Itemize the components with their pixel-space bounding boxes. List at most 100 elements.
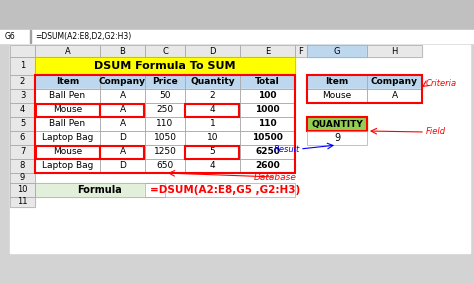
Text: Quantity: Quantity <box>190 78 235 87</box>
Bar <box>240 75 295 89</box>
Text: 2: 2 <box>20 78 25 87</box>
Bar <box>100 103 145 117</box>
Bar <box>100 159 145 173</box>
Bar <box>240 117 295 131</box>
Text: Item: Item <box>325 78 348 87</box>
Bar <box>145 45 185 57</box>
Text: Price: Price <box>152 78 178 87</box>
Bar <box>35 117 100 131</box>
Bar <box>10 173 35 183</box>
Text: Mouse: Mouse <box>53 147 82 156</box>
Bar <box>145 117 185 131</box>
Bar <box>367 45 422 57</box>
Bar <box>100 145 145 158</box>
Bar <box>145 183 295 197</box>
Bar <box>185 159 240 173</box>
Text: 4: 4 <box>20 106 25 115</box>
Bar <box>367 89 422 103</box>
Bar <box>100 131 145 145</box>
Text: 4: 4 <box>210 106 215 115</box>
Text: 110: 110 <box>156 119 173 128</box>
Text: Ball Pen: Ball Pen <box>49 119 86 128</box>
Bar <box>10 75 35 89</box>
Bar <box>307 45 367 57</box>
Bar <box>10 75 35 89</box>
Text: 6: 6 <box>20 134 25 143</box>
Bar <box>145 89 185 103</box>
Text: 2: 2 <box>210 91 215 100</box>
Bar <box>100 117 145 131</box>
Bar <box>307 89 367 103</box>
Bar <box>100 45 145 57</box>
Bar <box>100 145 145 159</box>
Bar <box>145 131 185 145</box>
Bar <box>10 145 35 159</box>
Text: G6: G6 <box>5 32 16 41</box>
Bar <box>10 145 35 159</box>
Bar <box>145 103 185 117</box>
Bar <box>185 45 240 57</box>
Text: Item: Item <box>56 78 79 87</box>
Bar <box>35 183 165 197</box>
Bar <box>35 103 100 117</box>
Bar <box>307 75 367 89</box>
Bar <box>10 159 35 173</box>
Bar <box>100 45 145 57</box>
Bar <box>185 89 240 103</box>
Bar <box>10 197 35 207</box>
Bar <box>240 89 295 103</box>
Bar <box>185 75 240 89</box>
Bar <box>145 75 185 89</box>
Text: C: C <box>162 46 168 55</box>
Bar <box>307 131 367 145</box>
Text: Criteria: Criteria <box>426 80 457 89</box>
Text: 1250: 1250 <box>154 147 176 156</box>
Bar <box>10 89 35 103</box>
Text: Result: Result <box>274 145 300 155</box>
Text: D: D <box>209 46 216 55</box>
Text: =DSUM(A2:E8,D2,G2:H3): =DSUM(A2:E8,D2,G2:H3) <box>35 32 131 41</box>
Text: QUANTITY: QUANTITY <box>311 119 363 128</box>
Text: 2600: 2600 <box>255 162 280 170</box>
Text: 10: 10 <box>17 185 28 194</box>
Bar <box>35 183 165 197</box>
Text: Company: Company <box>99 78 146 87</box>
Bar <box>240 131 295 145</box>
Bar <box>240 45 295 57</box>
Bar <box>35 45 100 57</box>
Text: D: D <box>119 162 126 170</box>
Bar <box>10 89 35 103</box>
Bar <box>100 103 145 117</box>
Bar <box>240 159 295 173</box>
Bar <box>10 117 35 131</box>
Bar <box>185 89 240 103</box>
Bar <box>185 117 240 131</box>
Bar <box>35 45 100 57</box>
Bar <box>100 131 145 145</box>
Text: 1050: 1050 <box>154 134 176 143</box>
Text: 110: 110 <box>258 119 277 128</box>
Text: A: A <box>119 119 126 128</box>
Text: Database: Database <box>254 173 296 183</box>
Bar <box>10 131 35 145</box>
Bar <box>10 131 35 145</box>
Text: 5: 5 <box>210 147 215 156</box>
Text: A: A <box>392 91 398 100</box>
Text: 1: 1 <box>20 61 25 70</box>
Bar <box>367 75 422 89</box>
Bar <box>240 103 295 117</box>
Bar <box>10 45 35 57</box>
Text: Mouse: Mouse <box>53 106 82 115</box>
Bar <box>185 145 239 158</box>
Bar <box>240 145 295 159</box>
Bar <box>185 159 240 173</box>
Bar <box>35 89 100 103</box>
Bar <box>185 131 240 145</box>
Bar <box>35 145 100 159</box>
Text: 10500: 10500 <box>252 134 283 143</box>
Text: F: F <box>299 46 303 55</box>
Bar <box>100 89 145 103</box>
Bar <box>35 117 100 131</box>
Text: =DSUM(A2:E8,G5 ,G2:H3): =DSUM(A2:E8,G5 ,G2:H3) <box>150 185 300 195</box>
Text: A: A <box>119 91 126 100</box>
